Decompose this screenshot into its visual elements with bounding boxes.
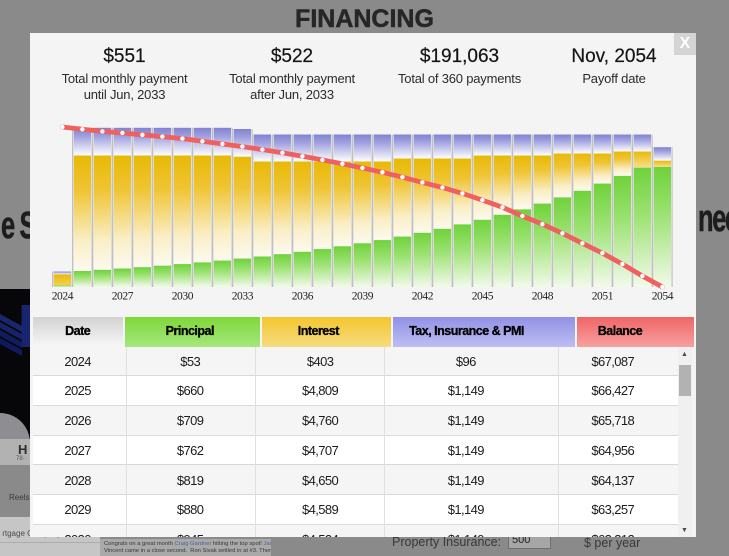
svg-text:2045: 2045 <box>472 291 494 303</box>
svg-text:2051: 2051 <box>592 291 614 303</box>
svg-text:2039: 2039 <box>352 291 374 303</box>
svg-text:2027: 2027 <box>112 291 134 303</box>
svg-text:2042: 2042 <box>412 291 434 303</box>
svg-text:2030: 2030 <box>172 291 194 303</box>
svg-text:2033: 2033 <box>232 291 254 303</box>
svg-text:2024: 2024 <box>52 291 74 303</box>
svg-text:2048: 2048 <box>532 291 554 303</box>
svg-text:2054: 2054 <box>652 291 674 303</box>
svg-text:2036: 2036 <box>292 291 314 303</box>
